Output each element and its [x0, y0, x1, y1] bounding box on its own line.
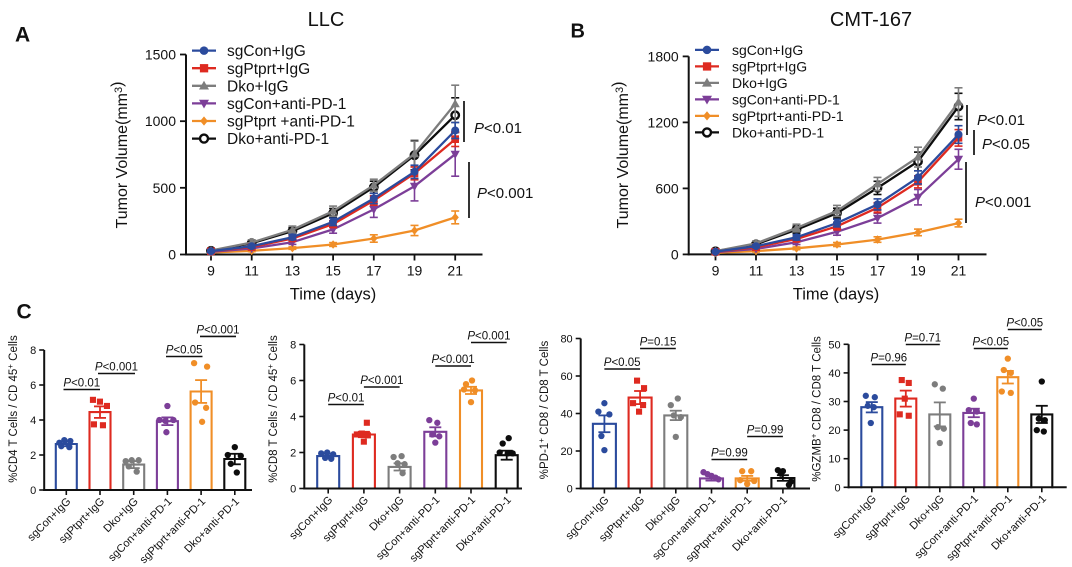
svg-text:P=0.96: P=0.96	[870, 353, 907, 365]
svg-text:11: 11	[244, 263, 259, 279]
svg-text:%CD8 T Cells / CD 45+ Cells: %CD8 T Cells / CD 45+ Cells	[266, 335, 280, 483]
svg-text:%CD4 T Cells / CD 45+ Cells: %CD4 T Cells / CD 45+ Cells	[6, 335, 20, 483]
svg-text:sgPtprt+IgG: sgPtprt+IgG	[732, 58, 807, 74]
svg-text:sgPtprt+anti-PD-1: sgPtprt+anti-PD-1	[732, 108, 844, 124]
svg-text:C: C	[17, 301, 32, 324]
svg-text:600: 600	[655, 180, 679, 196]
svg-text:17: 17	[366, 263, 382, 279]
svg-text:6: 6	[290, 376, 296, 388]
svg-text:11: 11	[749, 262, 764, 278]
svg-text:9: 9	[712, 262, 720, 278]
svg-text:0: 0	[834, 482, 840, 494]
svg-text:P=0.15: P=0.15	[640, 337, 677, 349]
svg-text:P<0.001: P<0.001	[95, 362, 138, 374]
svg-text:30: 30	[828, 397, 840, 409]
svg-text:P<0.001: P<0.001	[477, 185, 533, 202]
svg-text:Time (days): Time (days)	[290, 286, 376, 304]
svg-text:Dko+IgG: Dko+IgG	[227, 78, 289, 95]
svg-text:20: 20	[828, 425, 840, 437]
svg-text:80: 80	[560, 334, 572, 346]
svg-text:17: 17	[870, 262, 886, 278]
svg-text:40: 40	[560, 409, 572, 421]
svg-text:10: 10	[828, 454, 840, 466]
svg-text:P<0.05: P<0.05	[1006, 318, 1043, 330]
svg-text:sgCon+IgG: sgCon+IgG	[227, 43, 306, 60]
svg-text:1500: 1500	[145, 47, 176, 63]
svg-text:19: 19	[910, 262, 926, 278]
svg-text:P=0.71: P=0.71	[904, 333, 941, 345]
svg-text:21: 21	[951, 262, 967, 278]
svg-text:50: 50	[828, 339, 840, 351]
svg-text:CMT-167: CMT-167	[830, 9, 912, 31]
svg-text:6: 6	[30, 380, 36, 392]
svg-text:Dko+anti-PD-1: Dko+anti-PD-1	[732, 124, 824, 140]
svg-text:2: 2	[290, 448, 296, 460]
svg-text:0: 0	[168, 247, 176, 263]
svg-text:P<0.001: P<0.001	[975, 194, 1031, 211]
svg-text:LLC: LLC	[308, 9, 345, 31]
svg-text:Tumor Volume(mm3): Tumor Volume(mm3)	[109, 82, 131, 229]
svg-text:0: 0	[567, 484, 573, 496]
svg-text:sgCon+IgG: sgCon+IgG	[732, 42, 803, 58]
svg-text:P<0.01: P<0.01	[63, 378, 100, 390]
svg-text:P<0.001: P<0.001	[196, 324, 239, 336]
svg-text:15: 15	[829, 262, 845, 278]
svg-text:P<0.05: P<0.05	[166, 345, 203, 357]
svg-text:P<0.001: P<0.001	[360, 375, 403, 387]
svg-text:1000: 1000	[145, 113, 176, 129]
svg-text:P=0.99: P=0.99	[747, 425, 784, 437]
svg-text:1800: 1800	[648, 48, 679, 64]
svg-text:sgCon+anti-PD-1: sgCon+anti-PD-1	[227, 96, 346, 113]
svg-text:2: 2	[30, 450, 36, 462]
svg-text:60: 60	[560, 371, 572, 383]
svg-text:15: 15	[325, 263, 341, 279]
svg-text:P<0.05: P<0.05	[982, 136, 1030, 153]
svg-text:%GZMB+ CD8 / CD8 T Cells: %GZMB+ CD8 / CD8 T Cells	[810, 336, 824, 482]
svg-text:8: 8	[290, 340, 296, 352]
svg-text:A: A	[15, 24, 30, 47]
svg-text:500: 500	[153, 180, 177, 196]
svg-text:P<0.05: P<0.05	[604, 357, 641, 369]
svg-text:P<0.01: P<0.01	[977, 112, 1025, 129]
svg-text:1200: 1200	[648, 114, 679, 130]
svg-text:Tumor Volume(mm3): Tumor Volume(mm3)	[610, 82, 632, 229]
svg-text:13: 13	[789, 262, 805, 278]
svg-text:21: 21	[447, 263, 463, 279]
svg-text:4: 4	[30, 415, 36, 427]
svg-text:40: 40	[828, 368, 840, 380]
svg-text:sgPtprt +anti-PD-1: sgPtprt +anti-PD-1	[227, 114, 355, 131]
svg-text:8: 8	[30, 345, 36, 357]
svg-text:P<0.05: P<0.05	[972, 337, 1009, 349]
svg-text:sgCon+anti-PD-1: sgCon+anti-PD-1	[732, 91, 840, 107]
svg-text:Dko+anti-PD-1: Dko+anti-PD-1	[227, 131, 329, 148]
svg-text:P<0.01: P<0.01	[328, 393, 365, 405]
svg-text:9: 9	[207, 263, 215, 279]
svg-text:B: B	[571, 21, 585, 43]
svg-text:0: 0	[290, 484, 296, 496]
svg-text:13: 13	[285, 263, 301, 279]
svg-text:P<0.01: P<0.01	[474, 120, 522, 137]
svg-text:19: 19	[407, 263, 423, 279]
svg-text:P=0.99: P=0.99	[711, 448, 748, 460]
svg-text:%PD-1+ CD8 / CD8 T Cells: %PD-1+ CD8 / CD8 T Cells	[537, 341, 551, 480]
svg-text:Time (days): Time (days)	[793, 285, 879, 303]
svg-text:P<0.001: P<0.001	[467, 331, 510, 343]
svg-text:4: 4	[290, 412, 296, 424]
svg-text:20: 20	[560, 446, 572, 458]
svg-text:sgPtprt+IgG: sgPtprt+IgG	[227, 61, 310, 78]
svg-text:P<0.001: P<0.001	[432, 354, 475, 366]
svg-text:Dko+IgG: Dko+IgG	[732, 75, 788, 91]
svg-text:0: 0	[671, 246, 679, 262]
svg-text:0: 0	[30, 485, 36, 497]
